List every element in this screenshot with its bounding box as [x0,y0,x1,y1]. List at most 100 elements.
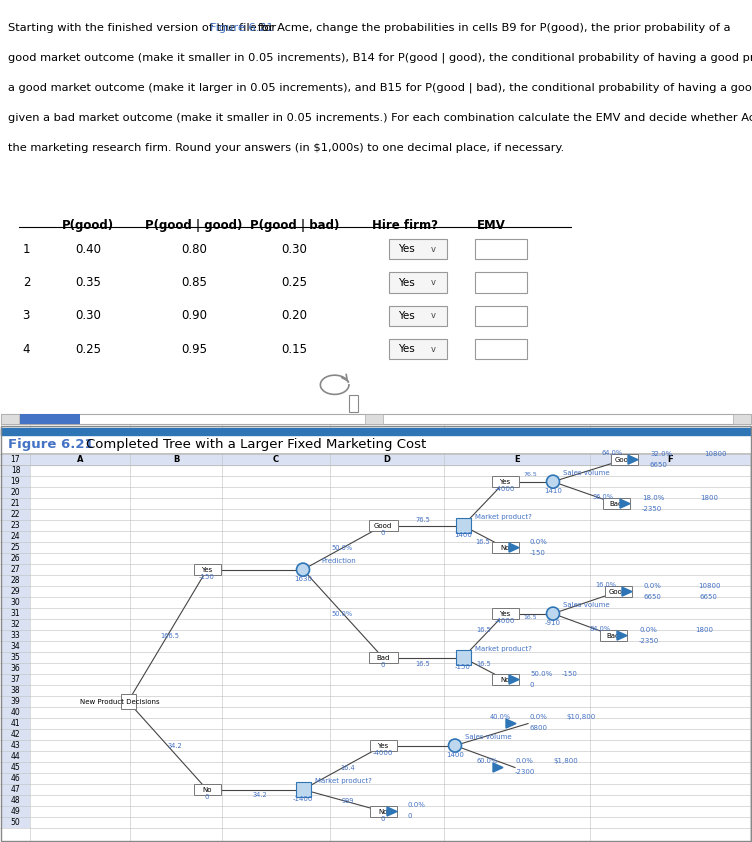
Text: 16.5: 16.5 [475,539,490,545]
Polygon shape [622,587,632,596]
Text: -4000: -4000 [373,749,393,755]
Bar [1,630,30,641]
Text: Market product?: Market product? [475,646,532,652]
FancyBboxPatch shape [193,564,220,575]
Text: 24: 24 [11,532,20,541]
Bar [1,477,30,488]
Text: 33: 33 [11,632,20,640]
Text: -150: -150 [199,573,215,579]
Text: 999: 999 [342,797,354,803]
Text: 0.30: 0.30 [281,242,308,256]
Text: 0.95: 0.95 [180,343,207,356]
Text: -2350: -2350 [642,506,663,512]
Text: Sales volume: Sales volume [563,602,610,608]
Text: Completed Tree with a Larger Fixed Marketing Cost: Completed Tree with a Larger Fixed Marke… [86,438,426,450]
Text: 16.5: 16.5 [416,661,430,667]
FancyBboxPatch shape [120,694,135,709]
Text: -150: -150 [530,550,546,556]
FancyBboxPatch shape [475,273,527,293]
Polygon shape [620,499,630,509]
FancyBboxPatch shape [456,518,471,533]
Text: 26: 26 [11,554,20,563]
Text: 18: 18 [11,466,20,475]
FancyBboxPatch shape [193,784,220,795]
Polygon shape [509,543,519,552]
Text: 20: 20 [11,488,20,497]
Text: Good: Good [609,589,627,594]
Text: 0.0%: 0.0% [639,626,657,632]
Text: 0.85: 0.85 [181,276,207,289]
Text: Yes: Yes [399,278,415,288]
Text: -150: -150 [562,670,578,677]
Text: -910: -910 [545,620,561,626]
Circle shape [547,607,559,620]
FancyBboxPatch shape [368,652,398,663]
Text: 50.0%: 50.0% [530,670,552,677]
Text: 34.2: 34.2 [253,791,268,797]
Text: 76.5: 76.5 [416,517,430,523]
Bar [1,784,30,795]
Text: 6650: 6650 [644,594,662,600]
Bar [1,414,19,424]
Text: 19: 19 [11,477,20,486]
Text: 34.2: 34.2 [168,743,183,749]
Text: C: C [273,456,279,464]
Text: 48: 48 [11,796,20,805]
FancyBboxPatch shape [605,586,632,597]
FancyBboxPatch shape [492,542,518,553]
Text: New Product Decisions: New Product Decisions [80,699,159,705]
Text: 1800: 1800 [695,626,713,632]
Text: No: No [500,545,510,551]
Bar [1,729,30,740]
Circle shape [296,563,310,576]
Text: $1,800: $1,800 [553,758,578,764]
FancyBboxPatch shape [602,498,629,509]
Text: 32: 32 [11,620,20,629]
Polygon shape [509,675,519,684]
Text: 6800: 6800 [530,725,548,731]
Polygon shape [628,456,638,464]
Text: 16.5: 16.5 [477,626,491,632]
FancyBboxPatch shape [611,454,638,465]
Text: Bad: Bad [376,654,390,661]
Polygon shape [387,807,397,816]
Bar [1,608,30,619]
Text: 45: 45 [11,763,20,772]
Text: 10800: 10800 [698,583,720,589]
Text: 10800: 10800 [704,450,726,456]
Text: 49: 49 [11,807,20,816]
Text: Good: Good [615,456,633,463]
Bar [1,597,30,608]
Text: 41: 41 [11,719,20,728]
Text: D: D [384,456,390,464]
Text: 35: 35 [11,653,20,662]
FancyBboxPatch shape [390,239,447,259]
Text: 39: 39 [11,697,20,706]
Text: Good: Good [374,523,392,529]
Text: -2300: -2300 [515,769,535,775]
Text: F: F [667,456,673,464]
Text: No: No [500,677,510,683]
Text: Yes: Yes [499,610,511,616]
Text: given a bad market outcome (make it smaller in 0.05 increments.) For each combin: given a bad market outcome (make it smal… [8,113,752,123]
Text: 4: 4 [23,343,30,356]
Text: 16.0%: 16.0% [596,582,617,588]
Bar [1,751,30,762]
Bar [1,707,30,718]
Bar [349,395,358,412]
Bar [1,806,30,817]
Text: 0.0%: 0.0% [515,758,533,764]
Bar [1,641,30,652]
Text: 21: 21 [11,499,20,509]
Text: 0: 0 [205,793,209,800]
Bar [1,685,30,696]
Bar [1,652,30,663]
Bar [1,488,30,498]
Text: P(good): P(good) [62,219,114,232]
Text: P(good | bad): P(good | bad) [250,219,339,232]
Text: Hire firm?: Hire firm? [372,219,438,232]
Bar [1,454,30,465]
Text: a good market outcome (make it larger in 0.05 increments), and B15 for P(good | : a good market outcome (make it larger in… [8,83,752,93]
Text: Market product?: Market product? [315,777,372,784]
FancyBboxPatch shape [390,306,447,326]
